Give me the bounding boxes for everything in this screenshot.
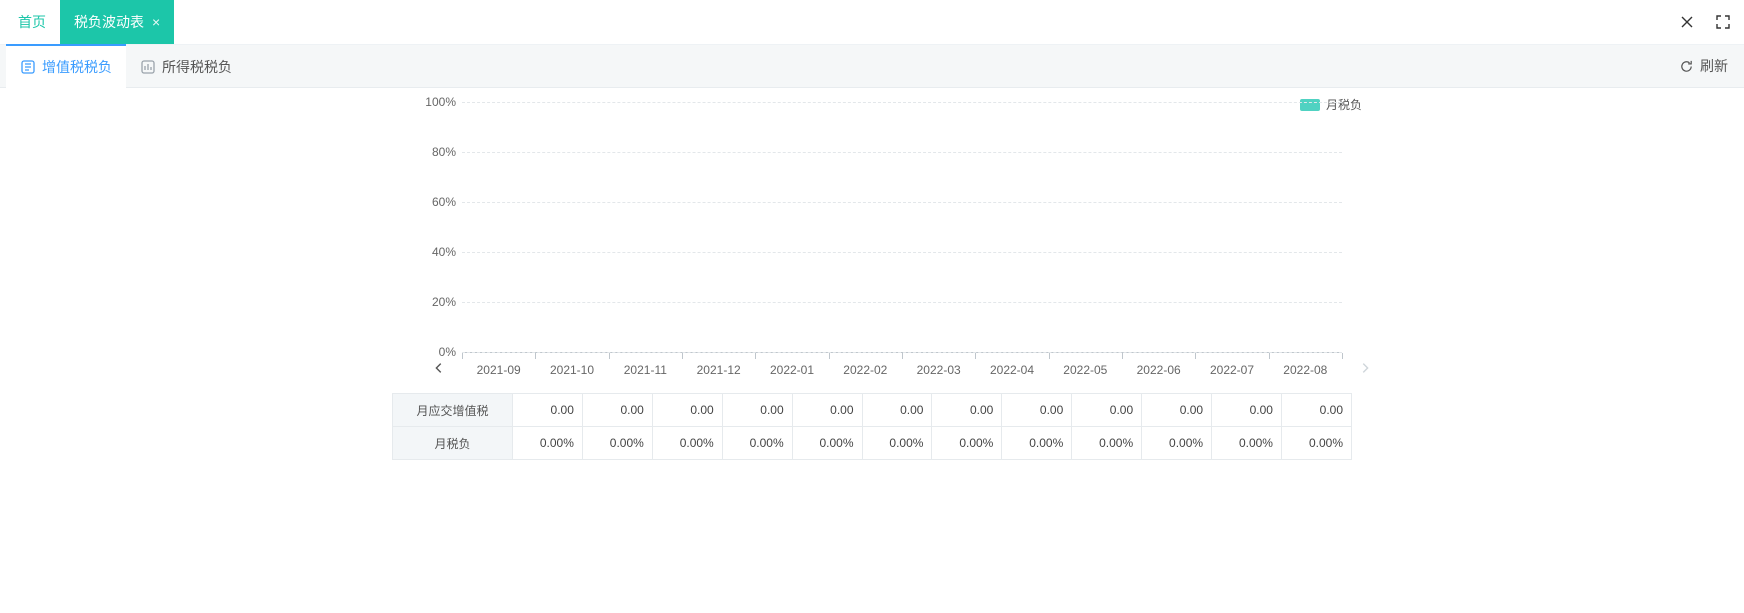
chevron-left-icon xyxy=(432,361,446,375)
x-axis-label: 2021-11 xyxy=(624,363,667,377)
subtab-income[interactable]: 所得税税负 xyxy=(126,44,246,88)
tab-tax-fluctuation-label: 税负波动表 xyxy=(74,12,144,32)
chevron-right-icon xyxy=(1358,361,1372,375)
gridline xyxy=(462,252,1342,253)
table-cell: 0.00 xyxy=(722,394,792,427)
gridline xyxy=(462,202,1342,203)
table-cell: 0.00% xyxy=(1212,427,1282,460)
x-axis-label: 2022-08 xyxy=(1283,363,1327,377)
x-axis-tick xyxy=(975,353,976,359)
x-axis-tick xyxy=(755,353,756,359)
table-cell: 0.00 xyxy=(1142,394,1212,427)
table-cell: 0.00% xyxy=(792,427,862,460)
close-icon xyxy=(1679,14,1695,30)
tab-home[interactable]: 首页 xyxy=(4,0,60,44)
table-cell: 0.00% xyxy=(722,427,792,460)
subtab-vat-label: 增值税税负 xyxy=(42,57,112,77)
close-button[interactable] xyxy=(1672,7,1702,37)
content-area: 月税负 0%20%40%60%80%100% 2021-092021-10202… xyxy=(0,88,1744,460)
refresh-icon xyxy=(1679,59,1694,74)
x-axis-tick xyxy=(1049,353,1050,359)
x-axis-label: 2022-07 xyxy=(1210,363,1254,377)
x-axis-label: 2022-03 xyxy=(917,363,961,377)
window-controls xyxy=(1672,0,1738,44)
table-cell: 0.00% xyxy=(1072,427,1142,460)
chart-container: 月税负 0%20%40%60%80%100% 2021-092021-10202… xyxy=(392,102,1352,460)
top-tab-bar: 首页 税负波动表 × xyxy=(0,0,1744,45)
refresh-button[interactable]: 刷新 xyxy=(1679,45,1728,87)
y-axis-label: 60% xyxy=(412,195,456,209)
x-axis-tick xyxy=(1122,353,1123,359)
x-axis-tick xyxy=(902,353,903,359)
table-cell: 0.00% xyxy=(513,427,583,460)
table-cell: 0.00 xyxy=(932,394,1002,427)
table-cell: 0.00 xyxy=(1072,394,1142,427)
x-axis-prev-button[interactable] xyxy=(430,359,448,377)
x-axis-tick xyxy=(1342,353,1343,359)
fullscreen-icon xyxy=(1715,14,1731,30)
tab-home-label: 首页 xyxy=(18,12,46,32)
x-axis-tick xyxy=(609,353,610,359)
chart-x-axis: 2021-09 2021-10 2021-11 2021-12 2022-01 2022-… xyxy=(462,353,1342,387)
table-cell: 0.00% xyxy=(862,427,932,460)
table-cell: 0.00 xyxy=(582,394,652,427)
table-cell: 0.00% xyxy=(1142,427,1212,460)
gridline xyxy=(462,302,1342,303)
x-axis-label: 2022-06 xyxy=(1137,363,1181,377)
table-cell: 0.00% xyxy=(582,427,652,460)
sub-tab-bar: 增值税税负 所得税税负 刷新 xyxy=(0,45,1744,88)
table-cell: 0.00% xyxy=(652,427,722,460)
fullscreen-button[interactable] xyxy=(1708,7,1738,37)
x-axis-tick xyxy=(1269,353,1270,359)
table-row: 月应交增值税0.000.000.000.000.000.000.000.000.… xyxy=(393,394,1352,427)
table-cell: 0.00 xyxy=(792,394,862,427)
gridline xyxy=(462,102,1342,103)
x-axis-label: 2022-05 xyxy=(1063,363,1107,377)
x-axis-next-button[interactable] xyxy=(1356,359,1374,377)
x-axis-tick xyxy=(682,353,683,359)
subtab-income-label: 所得税税负 xyxy=(162,57,232,77)
x-axis-label: 2021-09 xyxy=(477,363,521,377)
x-axis-label: 2021-12 xyxy=(697,363,741,377)
x-axis-tick xyxy=(1195,353,1196,359)
x-axis-label: 2022-02 xyxy=(843,363,887,377)
x-axis-label: 2021-10 xyxy=(550,363,594,377)
refresh-label: 刷新 xyxy=(1700,56,1728,76)
subtab-vat[interactable]: 增值税税负 xyxy=(6,44,126,88)
income-icon xyxy=(140,59,156,75)
table-cell: 0.00 xyxy=(513,394,583,427)
x-axis-tick xyxy=(462,353,463,359)
vat-icon xyxy=(20,59,36,75)
table-cell: 0.00 xyxy=(1212,394,1282,427)
table-cell: 0.00 xyxy=(1002,394,1072,427)
y-axis-label: 80% xyxy=(412,145,456,159)
table-cell: 0.00 xyxy=(652,394,722,427)
table-cell: 0.00% xyxy=(932,427,1002,460)
y-axis-label: 20% xyxy=(412,295,456,309)
table-cell: 0.00 xyxy=(862,394,932,427)
y-axis-label: 100% xyxy=(412,95,456,109)
tab-tax-fluctuation[interactable]: 税负波动表 × xyxy=(60,0,174,44)
table-row: 月税负0.00%0.00%0.00%0.00%0.00%0.00%0.00%0.… xyxy=(393,427,1352,460)
table-cell: 0.00% xyxy=(1002,427,1072,460)
x-axis-label: 2022-01 xyxy=(770,363,814,377)
y-axis-label: 0% xyxy=(412,345,456,359)
table-row-header: 月应交增值税 xyxy=(393,394,513,427)
x-axis-label: 2022-04 xyxy=(990,363,1034,377)
close-tab-icon[interactable]: × xyxy=(152,15,160,29)
table-cell: 0.00% xyxy=(1281,427,1351,460)
chart-plot-area: 0%20%40%60%80%100% xyxy=(462,102,1342,353)
table-cell: 0.00 xyxy=(1281,394,1351,427)
x-axis-tick xyxy=(829,353,830,359)
table-row-header: 月税负 xyxy=(393,427,513,460)
y-axis-label: 40% xyxy=(412,245,456,259)
data-table: 月应交增值税0.000.000.000.000.000.000.000.000.… xyxy=(392,393,1352,460)
gridline xyxy=(462,152,1342,153)
x-axis-tick xyxy=(535,353,536,359)
